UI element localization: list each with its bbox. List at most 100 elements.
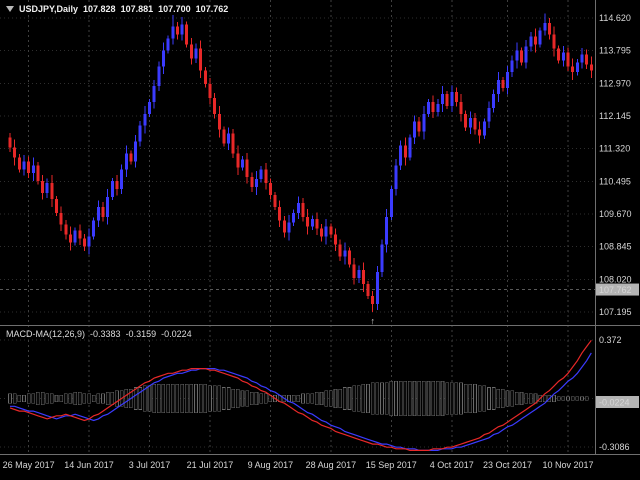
candle-body [431,101,435,112]
macd-histogram-bar [310,393,315,404]
macd-histogram-bar [329,390,333,407]
candle-body [166,38,170,51]
macd-histogram-bar [477,385,482,412]
macd-histogram-bar [115,390,119,407]
candle-body [180,24,184,35]
candle-body [41,181,45,194]
time-axis-label: 21 Jul 2017 [187,460,234,470]
indicator-panel[interactable] [8,339,592,451]
symbol-title: USDJPY,Daily [19,4,79,14]
macd-histogram-bar [157,384,161,413]
macd-histogram-bar [73,391,77,406]
macd-histogram-bar [398,380,403,417]
macd-histogram-bar [54,395,59,402]
macd-histogram-bar [482,385,487,412]
candle-body [292,212,296,223]
macd-histogram-bar [524,393,528,404]
candle-body [417,121,421,132]
macd-histogram-bar [417,380,422,417]
macd-histogram-bar [389,380,394,417]
macd-histogram-bar [375,382,380,415]
candle-body [73,230,77,243]
candle-body [68,234,72,243]
candle-body [310,218,314,227]
candle-body [589,64,593,71]
candle-body [575,62,579,73]
macd-histogram-bar [356,385,361,412]
candle-body [492,94,496,108]
candle-body [96,206,100,221]
candle-body [482,121,486,136]
main-chart-panel[interactable]: ↑ [0,13,596,326]
macd-histogram-bar [110,391,115,406]
candle-body [329,226,333,235]
candle-body [315,218,319,229]
candle-body [403,145,407,158]
current-price-tag-bg [596,283,639,296]
candle-body [478,129,482,136]
candle-body [231,133,235,154]
candle-body [459,101,463,114]
macd-histogram-bar [254,391,259,406]
price-axis-label: 109.670 [599,209,632,219]
candle-body [31,165,35,174]
price-axis-label: 108.020 [599,274,632,284]
macd-histogram-bar [370,382,375,415]
macd-histogram-bar [212,385,217,412]
candle-body [101,206,105,217]
macd-histogram-bar [463,384,468,413]
time-axis-label: 15 Sep 2017 [366,460,417,470]
macd-histogram-bar [68,393,73,404]
candle-body [110,181,114,197]
macd-histogram-bar [487,387,491,410]
macd-histogram-bar [217,385,222,412]
macd-histogram-bar [422,380,426,417]
candle-body [566,52,570,67]
macd-histogram-bar [138,387,142,410]
indicator-value-tag-bg [596,396,639,409]
candle-body [385,216,389,245]
candle-body [124,153,128,170]
price-axis[interactable]: 114.620 113.795 112.970 112.145 111.320 110.4… [596,13,639,452]
macd-histogram-bar [231,388,235,409]
panel-separators [0,0,640,455]
candle-body [506,72,510,89]
indicator-label: MACD-MA(12,26,9) [6,329,86,339]
macd-histogram-bar [166,384,170,413]
candle-body [561,52,565,61]
macd-histogram-bar [496,388,501,409]
macd-histogram-bar [440,380,445,417]
candle-body [306,216,310,227]
macd-histogram-bar [240,390,245,407]
macd-histogram-bar [435,380,440,417]
macd-histogram-bar [184,384,189,413]
candle-body [148,101,151,114]
macd-histogram-bar [12,393,17,404]
price-axis-label: 113.795 [599,46,631,56]
macd-histogram-bar [133,387,138,410]
macd-histogram-bar [180,384,184,413]
candle-body [357,270,361,279]
candle-body [496,80,500,95]
macd-histogram-bar [175,384,180,413]
price-axis-label: 111.320 [599,144,630,154]
candle-body [375,272,379,304]
candle-body [203,70,207,85]
quote-open: 107.828 [83,4,116,14]
quote-low: 107.700 [158,4,191,14]
macd-histogram-bar [491,387,496,410]
macd-histogram-bar [291,395,296,402]
candle-body [189,44,193,59]
time-axis[interactable]: 26 May 2017 14 Jun 2017 3 Jul 2017 21 Jul 2… [3,460,594,470]
macd-histogram-bar [194,384,198,413]
macd-histogram-bar [222,387,226,410]
candle-body [547,22,551,35]
candle-body [208,84,212,98]
candle-body [8,137,12,148]
candle-body [161,50,165,67]
candle-body [380,244,384,273]
macd-histogram-bar [315,391,319,406]
quote-high: 107.881 [120,4,154,14]
candle-body [138,125,142,142]
